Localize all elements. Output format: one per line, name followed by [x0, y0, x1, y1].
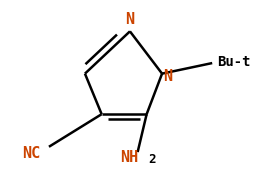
Text: N: N — [163, 69, 173, 84]
Text: 2: 2 — [148, 153, 156, 166]
Text: N: N — [125, 12, 134, 27]
Text: NC: NC — [22, 146, 40, 161]
Text: Bu-t: Bu-t — [217, 55, 251, 69]
Text: NH: NH — [120, 150, 138, 165]
